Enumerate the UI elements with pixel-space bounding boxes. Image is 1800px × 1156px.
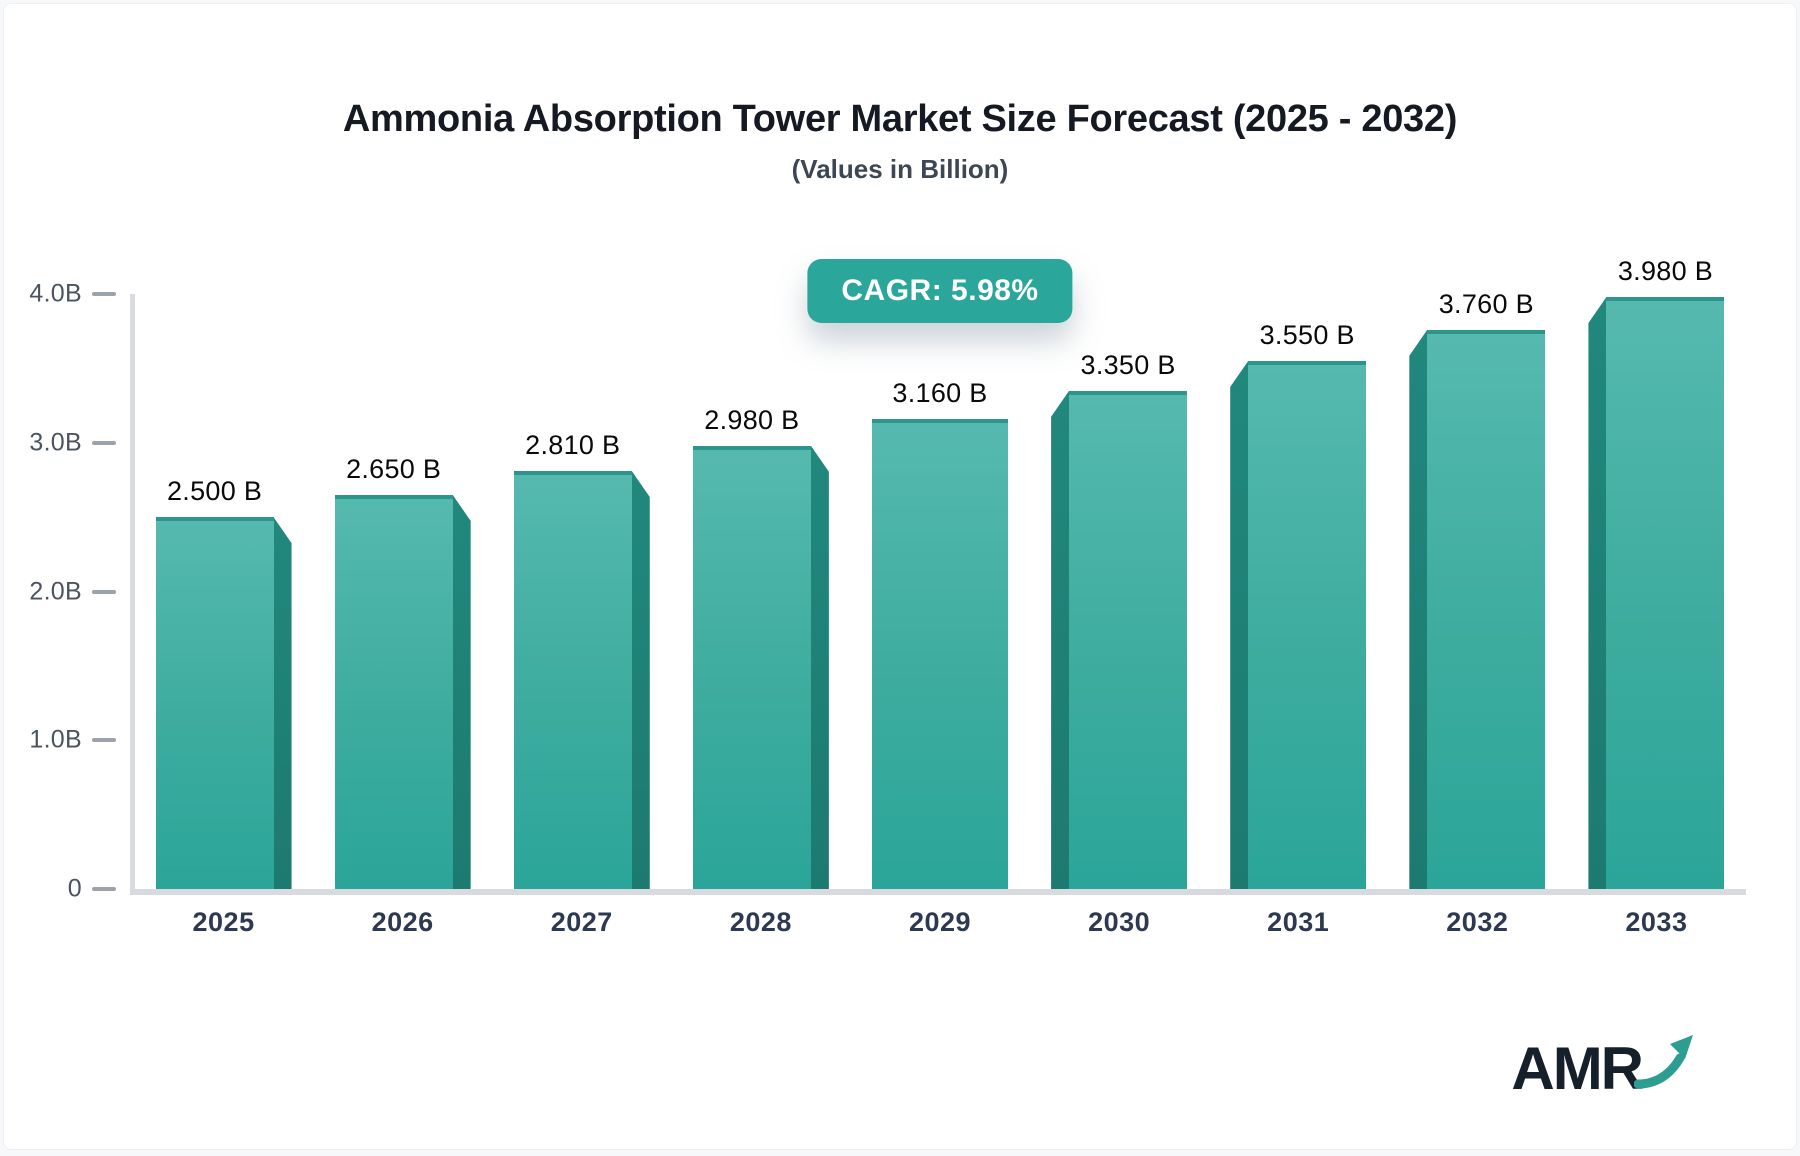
bar-face xyxy=(1427,329,1546,889)
bar-value-label-2028: 2.980 B xyxy=(704,404,800,435)
bar-3d-side xyxy=(810,445,829,889)
y-axis-line xyxy=(130,294,135,895)
bar-face xyxy=(1248,360,1367,889)
bar-2031 xyxy=(1230,360,1367,889)
bar-value-label-2032: 3.760 B xyxy=(1438,288,1534,319)
bar-face xyxy=(513,471,632,889)
bar-face xyxy=(692,445,811,889)
bar-3d-side xyxy=(1588,296,1607,889)
x-axis-label-2029: 2029 xyxy=(908,907,972,937)
y-tick-label-1.0B: 1.0B xyxy=(29,725,82,754)
bar-slot-2029: 3.160 B xyxy=(850,294,1029,889)
bar-2032 xyxy=(1409,329,1546,889)
y-tick-mark xyxy=(92,738,116,743)
bar-2029 xyxy=(871,418,1008,889)
bar-slot-2025: 2.500 B xyxy=(134,294,313,889)
x-axis-label-2032: 2032 xyxy=(1446,907,1509,937)
bar-face xyxy=(155,517,274,889)
chart-title: Ammonia Absorption Tower Market Size For… xyxy=(342,98,1458,140)
bar-value-label-2026: 2.650 B xyxy=(346,453,442,484)
bar-face xyxy=(1069,390,1188,889)
y-tick-mark xyxy=(92,292,116,296)
y-tick-label-3.0B: 3.0B xyxy=(29,428,82,457)
bar-slot-2027: 2.810 B xyxy=(492,294,671,889)
bar-value-label-2030: 3.350 B xyxy=(1080,349,1176,380)
bar-2027 xyxy=(513,471,650,889)
x-axis-label-2026: 2026 xyxy=(371,907,434,937)
trend-up-arrow-icon xyxy=(1634,1035,1693,1089)
amr-logo: AMR xyxy=(1511,1033,1696,1102)
bar-value-label-2025: 2.500 B xyxy=(166,476,263,507)
bar-2028 xyxy=(692,445,829,889)
bar-3d-side xyxy=(273,517,292,889)
bar-value-label-2029: 3.160 B xyxy=(892,377,988,408)
bar-slot-2032: 3.760 B xyxy=(1388,289,1567,889)
x-axis-line xyxy=(130,889,1746,895)
bar-slot-2028: 2.980 B xyxy=(671,294,850,889)
chart-subtitle: (Values in Billion) xyxy=(791,154,1009,184)
bar-3d-side xyxy=(1230,360,1249,889)
y-axis-ticks xyxy=(92,292,116,891)
x-axis-label-2031: 2031 xyxy=(1267,907,1330,937)
y-tick-label-0: 0 xyxy=(67,874,82,903)
bar-slot-2026: 2.650 B xyxy=(313,294,492,889)
bar-2030 xyxy=(1051,390,1188,889)
x-axis-label-2027: 2027 xyxy=(550,907,613,937)
bar-2025 xyxy=(155,517,292,889)
x-axis-label-2028: 2028 xyxy=(729,907,792,937)
bar-3d-side xyxy=(631,471,650,889)
x-axis-label-2033: 2033 xyxy=(1625,907,1688,937)
bar-2033 xyxy=(1588,296,1725,889)
bar-3d-side xyxy=(452,494,471,889)
bar-value-label-2033: 3.980 B xyxy=(1617,255,1714,286)
bar-3d-side xyxy=(1051,390,1070,889)
y-tick-mark xyxy=(92,440,116,445)
chart-card: Ammonia Absorption Tower Market Size For… xyxy=(3,3,1797,1150)
y-tick-label-2.0B: 2.0B xyxy=(29,577,82,605)
amr-logo-text: AMR xyxy=(1511,1034,1644,1102)
bar-value-label-2031: 3.550 B xyxy=(1259,319,1355,350)
x-axis-label-2025: 2025 xyxy=(192,907,255,937)
bar-slot-2031: 3.550 B xyxy=(1209,294,1388,889)
cagr-badge: CAGR: 5.98% xyxy=(807,259,1073,323)
x-axis-labels: 2025 2026 2027 2028 2029 2030 2031 2032 2033 xyxy=(134,907,1746,938)
bar-face xyxy=(1606,296,1725,889)
bar-slot-2033: 3.980 B xyxy=(1567,256,1746,889)
x-axis-label-2030: 2030 xyxy=(1088,907,1151,937)
bars-plot-area: 2.500 B 2.650 B 2.810 B 2.980 B 3.160 B 3.350… xyxy=(134,256,1746,889)
y-tick-label-4.0B: 4.0B xyxy=(29,279,82,308)
bar-3d-side xyxy=(1409,329,1428,889)
bar-slot-2030: 3.350 B xyxy=(1030,294,1209,889)
y-tick-mark xyxy=(92,887,116,891)
bar-face xyxy=(871,418,1008,889)
bar-value-label-2027: 2.810 B xyxy=(525,430,621,461)
y-axis-labels: 4.0B 3.0B 2.0B 1.0B 0 xyxy=(22,280,82,903)
y-tick-mark xyxy=(92,589,116,594)
bar-2026 xyxy=(334,494,471,889)
bar-face xyxy=(334,494,453,889)
